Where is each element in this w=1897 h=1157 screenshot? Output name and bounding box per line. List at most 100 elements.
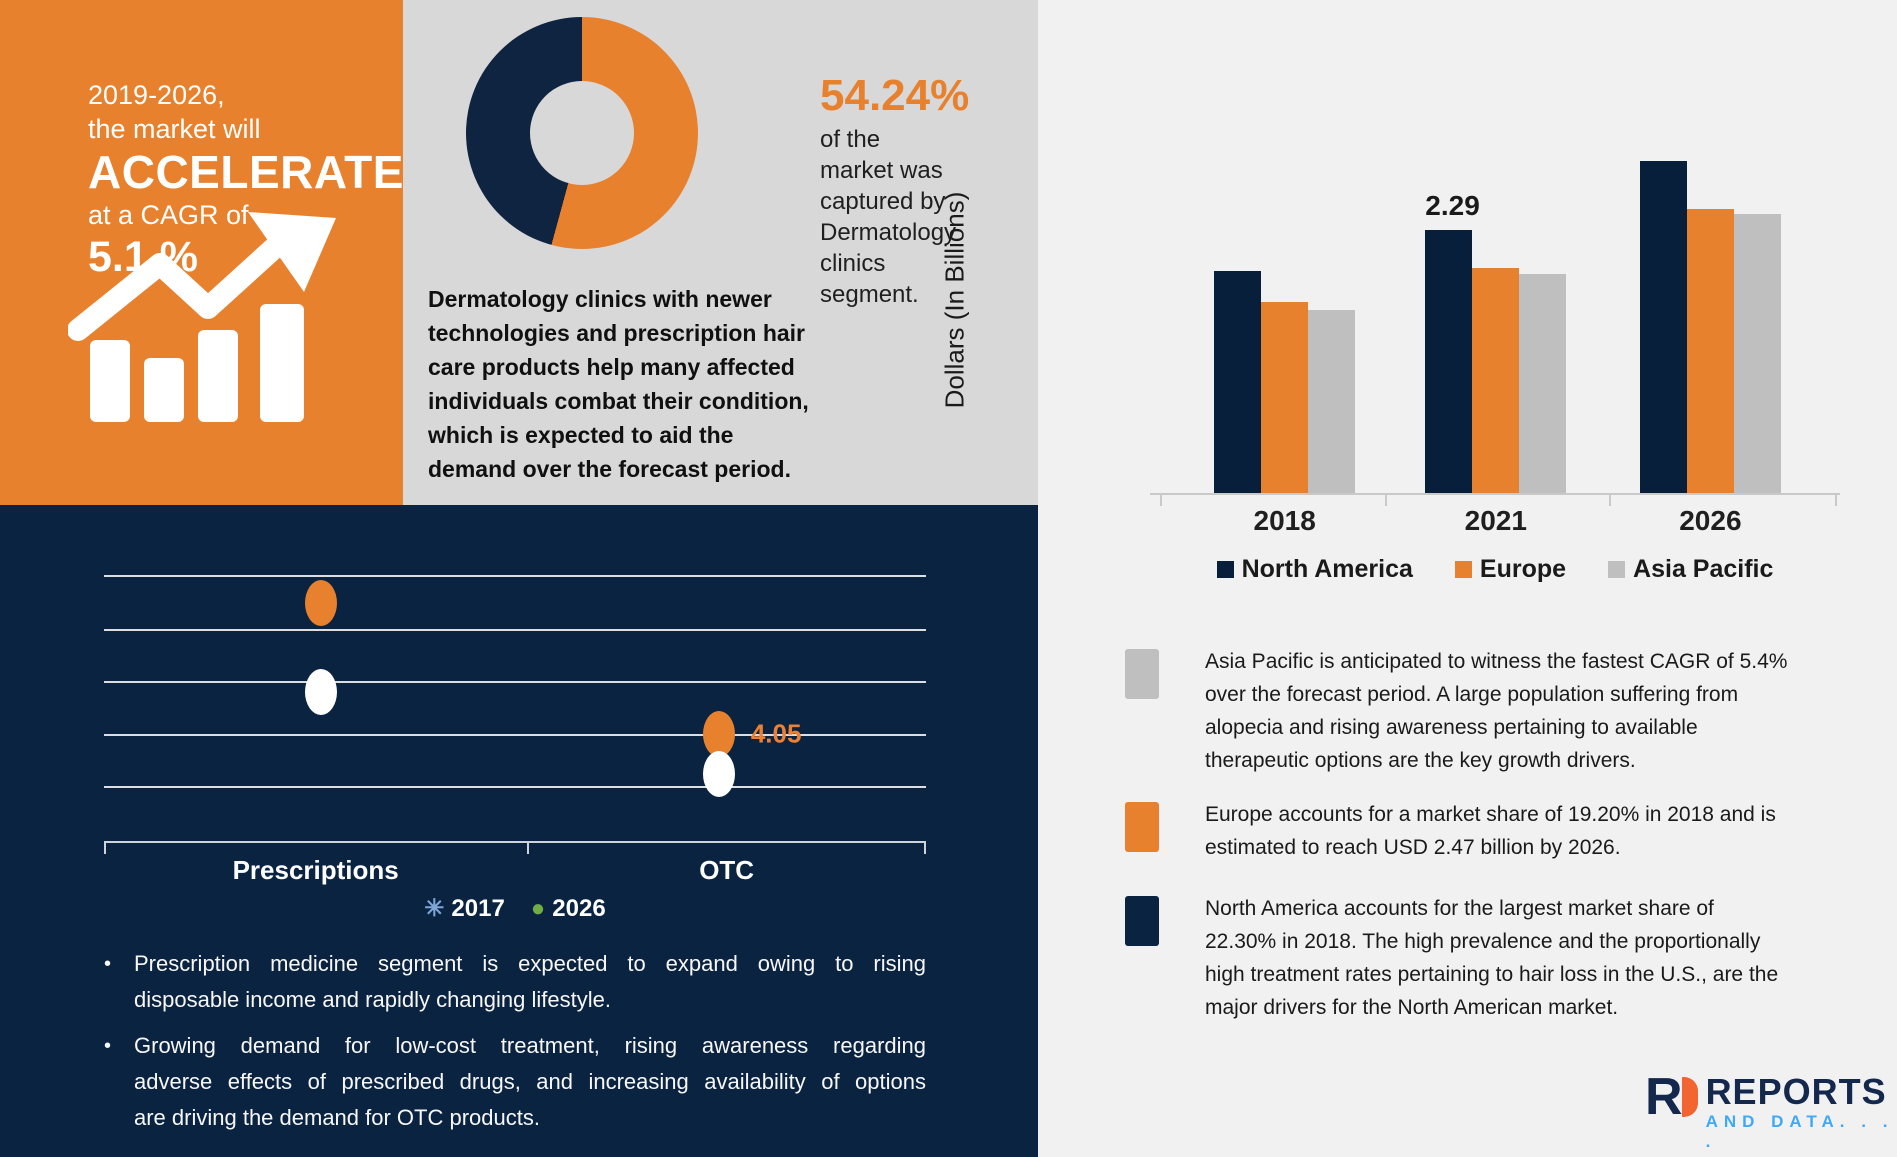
logo-reports-text: REPORTS — [1705, 1071, 1887, 1112]
x-axis-tick — [1384, 493, 1387, 506]
x-axis-label-2026: 2026 — [1679, 505, 1742, 536]
bar-2021-europe — [1472, 268, 1520, 493]
x-axis-label-2018: 2018 — [1253, 505, 1316, 536]
gridline — [104, 629, 926, 632]
headline-period: 2019-2026, — [88, 80, 225, 110]
asterisk-icon: ✳ — [424, 895, 445, 922]
stat-value: 54.24% — [820, 71, 970, 120]
segment-panel — [0, 505, 1038, 1157]
bullet-line: are driving the demand for OTC products. — [134, 1105, 540, 1130]
bar-group-2026 — [1639, 161, 1781, 493]
bar-2021-asia-pacific — [1519, 274, 1567, 493]
bullet-item: • Prescription medicine segment is expect… — [104, 946, 926, 1018]
dot-plot-area: 4.05 — [104, 560, 926, 854]
bullet-text: Prescription medicine segment is expecte… — [134, 946, 926, 1018]
legend-label: Asia Pacific — [1633, 555, 1774, 583]
gridline — [104, 681, 926, 684]
bar-2018-north-america — [1214, 271, 1262, 493]
bullet-marker: • — [104, 1035, 112, 1057]
dot-axis-tick — [923, 841, 926, 854]
dermatology-share-stat: 54.24% of the market was captured by Der… — [820, 72, 1025, 310]
region-note-north-america: North America accounts for the largest m… — [1125, 892, 1897, 1024]
dermatology-paragraph: Dermatology clinics with newer technolog… — [428, 286, 809, 482]
circle-icon: ● — [530, 895, 546, 922]
dot-plot-legend: ✳ 2017 ● 2026 — [104, 895, 926, 923]
bar-2018-europe — [1261, 302, 1309, 493]
dot-prescriptions-2026 — [305, 579, 337, 626]
cagr-headline: 2019-2026, the market will ACCELERATE at… — [88, 78, 404, 282]
dot-legend-item-2026: ● 2026 — [531, 895, 606, 923]
dot-otc-2026 — [702, 710, 735, 757]
bar-2026-europe — [1686, 209, 1734, 493]
reports-and-data-logo: R REPORTS AND DATA. . . . — [1645, 1068, 1897, 1152]
bullet-item: • Growing demand for low-cost treatment, … — [104, 1028, 926, 1136]
legend-label: Europe — [1479, 555, 1567, 583]
dot-prescriptions-2017 — [305, 669, 337, 716]
legend-swatch — [1216, 561, 1234, 578]
gridline — [104, 574, 926, 577]
bullet-text: Growing demand for low-cost treatment, r… — [134, 1028, 926, 1136]
donut-hole — [530, 81, 634, 185]
bullet-line: disposable income and rapidly changing l… — [134, 987, 611, 1012]
region-swatch-europe — [1125, 802, 1159, 852]
bar-chart-legend: North America Europe Asia Pacific — [1150, 555, 1840, 584]
growth-arrow-icon — [68, 212, 336, 422]
region-text-asia-pacific: Asia Pacific is anticipated to witness t… — [1205, 650, 1788, 772]
bullet-marker: • — [104, 953, 112, 975]
bar-2026-north-america — [1639, 161, 1687, 493]
dot-otc-2017 — [702, 750, 735, 797]
segment-bullet-list: • Prescription medicine segment is expect… — [104, 946, 926, 1146]
legend-swatch — [1608, 561, 1626, 578]
dot-legend-item-2017: ✳ 2017 — [424, 895, 505, 923]
headline-line2: the market will — [88, 114, 261, 144]
x-axis-tick — [1835, 493, 1838, 506]
bar-2018-asia-pacific — [1308, 310, 1356, 493]
dot-plot-category-labels: Prescriptions OTC — [104, 849, 926, 893]
legend-item-europe: Europe — [1454, 555, 1567, 584]
x-axis-label-2021: 2021 — [1464, 505, 1527, 536]
bar-data-label: 2.29 — [1425, 190, 1480, 221]
stat-caption: of the market was captured by Dermatolog… — [820, 126, 957, 308]
region-note-europe: Europe accounts for a market share of 19… — [1125, 798, 1897, 864]
regional-bar-chart: 2.29 2018 2021 2026 North America Europe Asi… — [1150, 130, 1840, 584]
x-axis-tick — [1160, 493, 1163, 506]
bullet-line: Prescription medicine segment is expecte… — [134, 951, 926, 976]
logo-letter-r: R — [1645, 1068, 1683, 1126]
bar-2026-asia-pacific — [1733, 214, 1781, 493]
bar-chart-y-axis-label: Dollars (In Billions) — [939, 191, 970, 409]
dot-value-label: 4.05 — [750, 718, 802, 749]
bar-group-2021: 2.29 — [1425, 190, 1567, 493]
dot-legend-label: 2026 — [552, 895, 606, 922]
legend-label: North America — [1241, 555, 1413, 583]
bar-chart-x-axis-labels: 2018 2021 2026 — [1150, 497, 1840, 541]
bullet-line: Growing demand for low-cost treatment, r… — [134, 1033, 926, 1058]
segment-dot-plot: 4.05 Prescriptions OTC ✳ 2017 ● 2026 — [104, 560, 926, 923]
dermatology-share-donut-chart — [466, 17, 698, 249]
bar-group-2018 — [1214, 271, 1356, 493]
bar-chart-plot-area: 2.29 — [1150, 130, 1840, 506]
region-text-europe: Europe accounts for a market share of 19… — [1205, 803, 1776, 859]
logo-shape-d — [1681, 1077, 1698, 1117]
bar-2021-north-america: 2.29 — [1425, 190, 1480, 493]
dot-category-otc: OTC — [699, 855, 755, 885]
dot-axis-tick — [104, 841, 106, 854]
region-swatch-asia-pacific — [1125, 649, 1159, 699]
dot-axis-tick — [527, 841, 530, 854]
region-note-asia-pacific: Asia Pacific is anticipated to witness t… — [1125, 645, 1897, 777]
x-axis-tick — [1608, 493, 1611, 506]
dot-category-prescriptions: Prescriptions — [232, 855, 399, 885]
regional-panel — [1038, 0, 1897, 1157]
region-swatch-north-america — [1125, 896, 1159, 946]
legend-item-asia-pacific: Asia Pacific — [1608, 555, 1773, 584]
gridline — [104, 786, 926, 789]
headline-accelerate: ACCELERATE — [88, 146, 404, 198]
region-text-north-america: North America accounts for the largest m… — [1205, 897, 1779, 1019]
legend-item-north-america: North America — [1216, 555, 1413, 584]
bullet-line: adverse effects of prescribed drugs, and… — [134, 1069, 926, 1094]
headline-line4: at a CAGR of — [88, 200, 249, 230]
legend-swatch — [1454, 561, 1472, 578]
logo-anddata-text: AND DATA. . . . — [1705, 1112, 1894, 1151]
gridline — [104, 733, 926, 736]
logo-mark-icon: R — [1645, 1068, 1698, 1126]
dot-legend-label: 2017 — [451, 895, 505, 922]
